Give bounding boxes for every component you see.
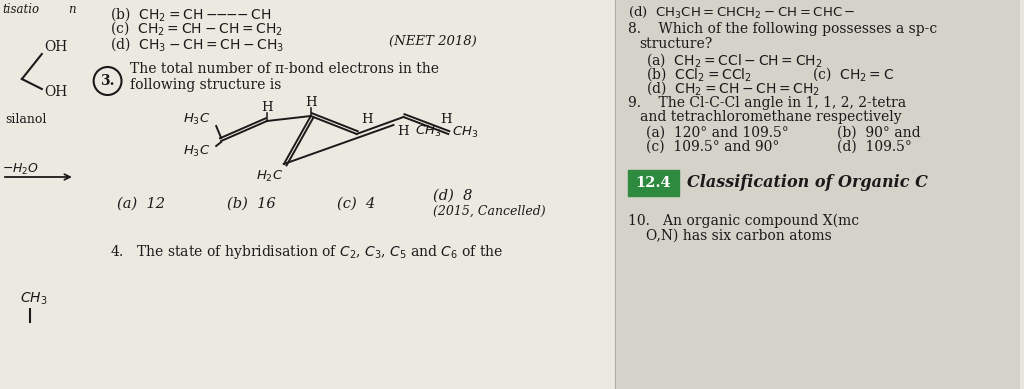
Text: (2015, Cancelled): (2015, Cancelled) <box>433 205 546 217</box>
Text: (b)  90° and: (b) 90° and <box>837 126 921 140</box>
Text: (d)  $\mathrm{CH_3CH=CHCH_2-CH=CHC-}$: (d) $\mathrm{CH_3CH=CHCH_2-CH=CHC-}$ <box>628 5 855 20</box>
Bar <box>614 0 1020 389</box>
Text: 4.   The state of hybridisation of $C_2$, $C_3$, $C_5$ and $C_6$ of the: 4. The state of hybridisation of $C_2$, … <box>110 243 503 261</box>
Text: $CH_3$: $CH_3$ <box>416 123 441 138</box>
Text: tisatio: tisatio <box>2 3 39 16</box>
Text: (b)  $\mathrm{CH_2=CH-\!\!\!-\!\!\!-\!\!\!-CH}$: (b) $\mathrm{CH_2=CH-\!\!\!-\!\!\!-\!\!\… <box>110 5 270 23</box>
Text: structure?: structure? <box>640 37 713 51</box>
Text: 10.   An organic compound X(mc: 10. An organic compound X(mc <box>628 214 859 228</box>
Bar <box>0 0 614 389</box>
Text: (c)  $\mathrm{CH_2=C}$: (c) $\mathrm{CH_2=C}$ <box>812 65 894 83</box>
Text: following structure is: following structure is <box>129 78 281 92</box>
Text: (c)  109.5° and 90°: (c) 109.5° and 90° <box>645 140 779 154</box>
Text: (c)  4: (c) 4 <box>337 197 375 211</box>
Text: OH: OH <box>44 85 68 99</box>
Text: (a)  $\mathrm{CH_2=CCl-CH=CH_2}$: (a) $\mathrm{CH_2=CCl-CH=CH_2}$ <box>645 51 822 69</box>
Text: H: H <box>261 100 272 114</box>
Text: $CH_3$: $CH_3$ <box>453 124 478 140</box>
Bar <box>628 170 679 196</box>
Text: (d)  8: (d) 8 <box>433 189 473 203</box>
Text: 9.    The Cl-C-Cl angle in 1, 1, 2, 2-tetra: 9. The Cl-C-Cl angle in 1, 1, 2, 2-tetra <box>628 96 905 110</box>
Text: (a)  12: (a) 12 <box>117 197 165 211</box>
Text: $H_2C$: $H_2C$ <box>256 168 284 184</box>
Text: (b)  $\mathrm{CCl_2=CCl_2}$: (b) $\mathrm{CCl_2=CCl_2}$ <box>645 65 752 83</box>
Text: (a)  120° and 109.5°: (a) 120° and 109.5° <box>645 126 788 140</box>
Text: (d)  109.5°: (d) 109.5° <box>837 140 911 154</box>
Text: The total number of π-bond electrons in the: The total number of π-bond electrons in … <box>129 62 438 76</box>
Text: (d)  $\mathrm{CH_2=CH-CH=CH_2}$: (d) $\mathrm{CH_2=CH-CH=CH_2}$ <box>645 79 820 97</box>
Text: silanol: silanol <box>5 112 46 126</box>
Text: H: H <box>440 112 453 126</box>
Text: 8.    Which of the following possesses a sp-c: 8. Which of the following possesses a sp… <box>628 22 937 36</box>
Text: Classification of Organic C: Classification of Organic C <box>687 173 928 191</box>
Text: H: H <box>305 96 316 109</box>
Text: (c)  $\mathrm{CH_2=CH-CH=CH_2}$: (c) $\mathrm{CH_2=CH-CH=CH_2}$ <box>110 19 283 37</box>
Text: (NEET 2018): (NEET 2018) <box>388 35 476 48</box>
Text: O,N) has six carbon atoms: O,N) has six carbon atoms <box>645 229 831 243</box>
Text: 12.4: 12.4 <box>636 176 672 190</box>
Text: OH: OH <box>44 40 68 54</box>
Text: $H_3C$: $H_3C$ <box>183 144 211 159</box>
Text: 3.: 3. <box>100 74 115 88</box>
Text: H: H <box>397 124 410 137</box>
Text: $-H_2O$: $-H_2O$ <box>2 161 39 177</box>
Text: H: H <box>360 112 373 126</box>
Text: $H_3C$: $H_3C$ <box>183 112 211 126</box>
Text: n: n <box>68 3 76 16</box>
Text: $CH_3$: $CH_3$ <box>19 291 47 307</box>
Text: (d)  $\mathrm{CH_3-CH=CH-CH_3}$: (d) $\mathrm{CH_3-CH=CH-CH_3}$ <box>110 35 284 53</box>
Text: and tetrachloromethane respectively: and tetrachloromethane respectively <box>640 110 901 124</box>
Text: (b)  16: (b) 16 <box>227 197 275 211</box>
